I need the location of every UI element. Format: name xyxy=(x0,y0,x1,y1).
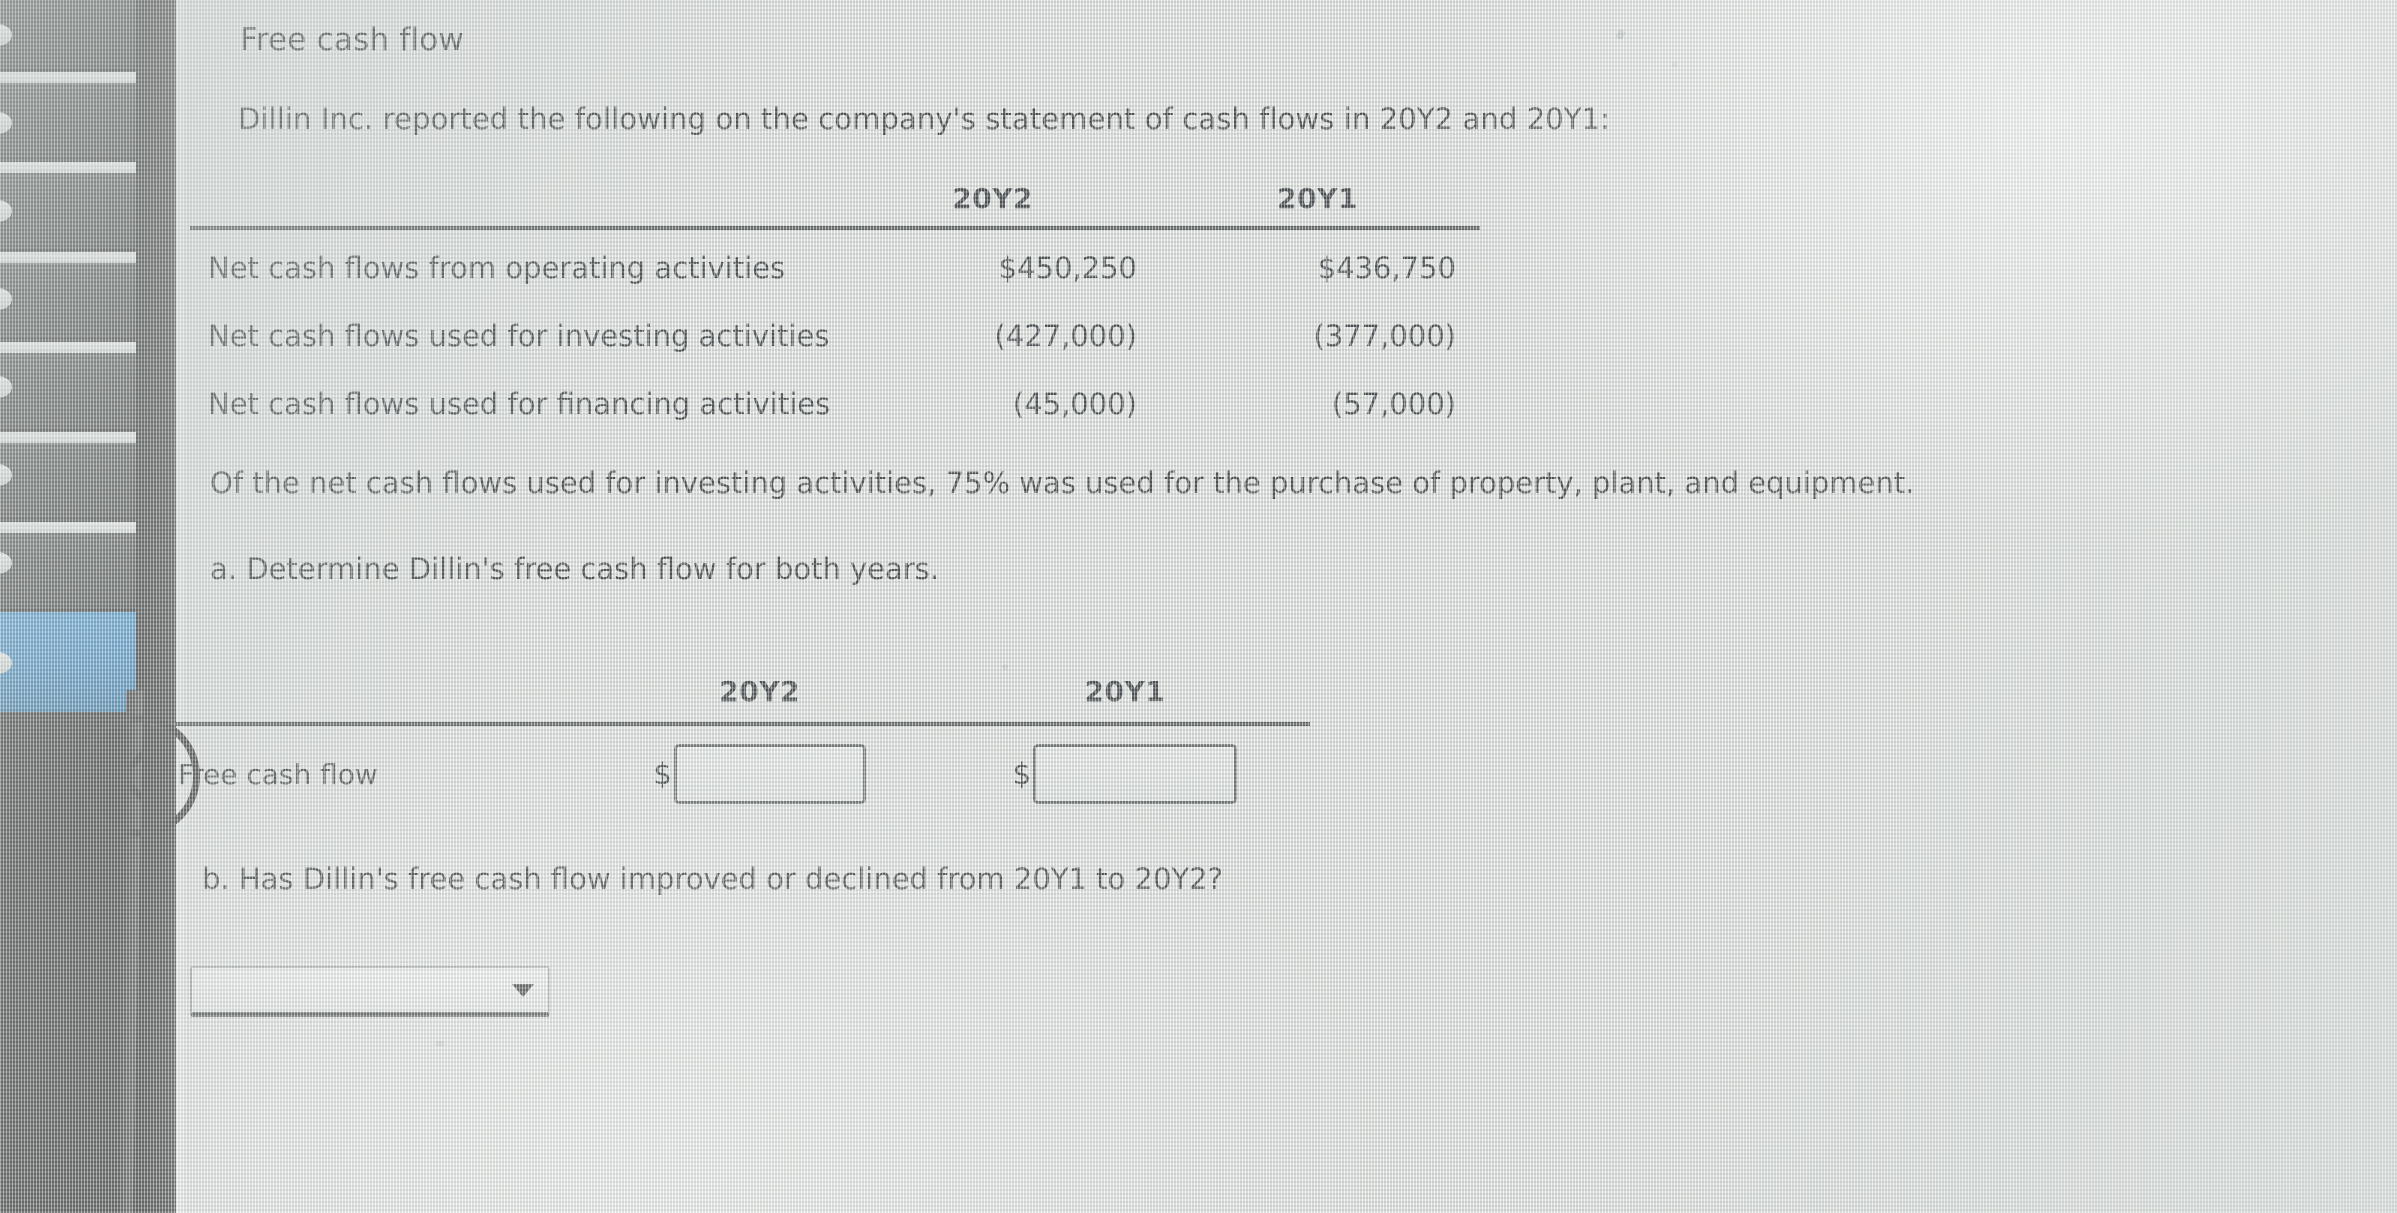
answer-cell-20y1: $ xyxy=(940,730,1310,818)
currency-symbol: $ xyxy=(1012,757,1032,791)
sidebar-item[interactable] xyxy=(0,162,148,248)
table-row: Net cash flows from operating activities… xyxy=(190,234,1480,302)
question-b: b. Has Dillin's free cash flow improved … xyxy=(202,862,1223,896)
sidebar-item-dot-icon xyxy=(0,200,12,222)
sidebar-item[interactable] xyxy=(0,72,148,158)
chevron-down-icon xyxy=(512,983,534,997)
sidebar-item[interactable] xyxy=(0,432,148,518)
cash-flow-table: 20Y2 20Y1 Net cash flows from operating … xyxy=(190,170,1480,438)
sidebar-item-bar xyxy=(0,72,148,83)
row-value-20y1: $436,750 xyxy=(1317,251,1456,285)
chevron-left-icon xyxy=(115,747,173,805)
sidebar-item-dot-icon xyxy=(0,288,12,310)
content-left-edge xyxy=(176,0,190,1213)
back-button[interactable] xyxy=(78,715,200,837)
exercise-content: Free cash flow Dillin Inc. reported the … xyxy=(150,0,2397,1213)
sidebar-item[interactable] xyxy=(0,522,148,608)
answer-table: 20Y2 20Y1 Free cash flow $ xyxy=(150,660,1310,818)
sidebar-item-bar xyxy=(0,432,148,443)
row-label: Net cash flows used for investing activi… xyxy=(208,319,830,353)
photo-speck xyxy=(436,1041,444,1046)
free-cash-flow-20y1-input[interactable] xyxy=(1033,744,1238,804)
table-row: Net cash flows used for financing activi… xyxy=(190,370,1480,438)
sidebar-item-dot-icon xyxy=(0,552,12,574)
sidebar-item-bar xyxy=(0,252,148,263)
currency-symbol: $ xyxy=(653,757,672,791)
note-paragraph: Of the net cash flows used for investing… xyxy=(210,466,1915,500)
table-header-row: 20Y2 20Y1 xyxy=(190,170,1480,228)
sidebar-item-bar xyxy=(0,162,148,173)
row-label: Net cash flows from operating activities xyxy=(208,251,786,285)
answer-row: Free cash flow $ $ xyxy=(150,730,1310,818)
answer-row-label: Free cash flow xyxy=(178,757,378,791)
answer-column-header-20y2: 20Y2 xyxy=(719,674,801,708)
table-row: Net cash flows used for investing activi… xyxy=(190,302,1480,370)
intro-paragraph: Dillin Inc. reported the following on th… xyxy=(238,102,1611,136)
row-value-20y2: (427,000) xyxy=(994,319,1137,353)
sidebar-item-dot-icon xyxy=(0,24,12,46)
sidebar-item[interactable] xyxy=(0,342,148,428)
row-value-20y1: (377,000) xyxy=(1313,319,1456,353)
sidebar-right-edge xyxy=(136,0,176,1213)
photo-speck xyxy=(1002,664,1008,670)
column-header-20y1: 20Y1 xyxy=(1277,181,1358,215)
row-label: Net cash flows used for financing activi… xyxy=(208,387,831,421)
photo-speck xyxy=(1672,62,1677,67)
free-cash-flow-20y2-input[interactable] xyxy=(673,744,866,804)
answer-column-header-label xyxy=(150,660,580,724)
question-a: a. Determine Dillin's free cash flow for… xyxy=(210,552,939,586)
column-header-20y2: 20Y2 xyxy=(952,181,1033,215)
row-value-20y2: (45,000) xyxy=(1012,387,1137,421)
sidebar-item-dot-icon xyxy=(0,464,12,486)
column-header-label xyxy=(190,170,830,228)
sidebar-item-dot-icon xyxy=(0,112,12,134)
row-value-20y2: $450,250 xyxy=(998,251,1137,285)
page-title: Free cash flow xyxy=(240,22,464,58)
improved-or-declined-select[interactable] xyxy=(190,966,550,1017)
left-sidebar-panel xyxy=(0,0,176,1213)
sidebar-item[interactable] xyxy=(0,252,148,338)
sidebar-item-bar xyxy=(0,342,148,353)
answer-header-row: 20Y2 20Y1 xyxy=(150,660,1310,724)
answer-column-header-20y1: 20Y1 xyxy=(1084,674,1166,708)
sidebar-item[interactable] xyxy=(0,0,148,68)
sidebar-item-bar xyxy=(0,522,148,533)
sidebar-item-dot-icon xyxy=(0,376,12,398)
row-value-20y1: (57,000) xyxy=(1331,387,1456,421)
sidebar-item-dot-icon xyxy=(0,652,12,674)
answer-cell-20y2: $ xyxy=(580,730,940,818)
